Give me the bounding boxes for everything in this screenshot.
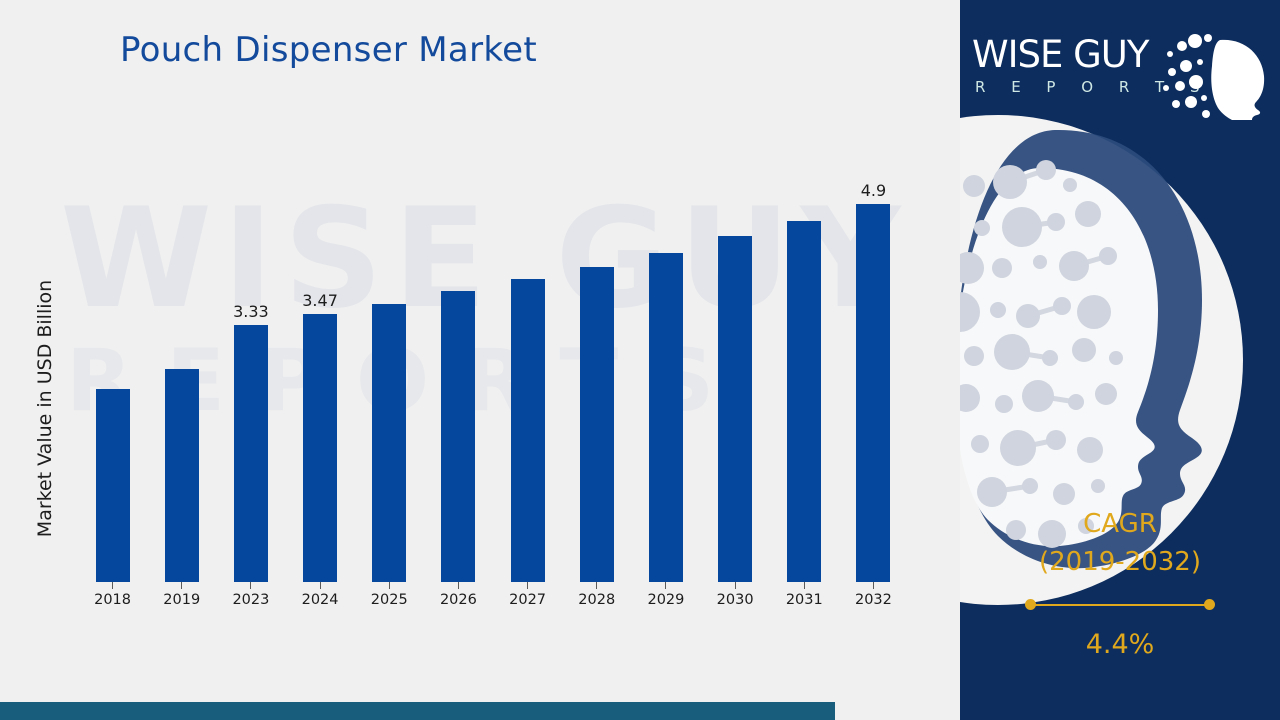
bottom-accent-bar <box>0 702 835 720</box>
x-axis-tick-slot <box>562 582 631 590</box>
x-axis-tick-slot <box>770 582 839 590</box>
x-axis-tick-slot <box>839 582 908 590</box>
x-axis-tick-slot <box>493 582 562 590</box>
x-axis-tick <box>112 582 114 589</box>
x-axis-tick <box>527 582 529 589</box>
x-axis-label: 2026 <box>439 592 477 608</box>
x-axis-label: 2031 <box>785 592 823 608</box>
bar[interactable] <box>787 220 822 582</box>
bar-slot <box>355 150 424 582</box>
bar[interactable] <box>164 369 199 582</box>
logo-head-icon <box>1163 34 1265 120</box>
x-axis-label: 2023 <box>232 592 270 608</box>
x-axis-label: 2024 <box>301 592 339 608</box>
bar[interactable] <box>856 204 891 582</box>
bar[interactable] <box>718 236 753 582</box>
x-axis-label: 2032 <box>854 592 892 608</box>
bar-value-label: 3.33 <box>233 302 269 322</box>
bar-slot: 3.47 <box>286 150 355 582</box>
bar[interactable] <box>510 278 545 582</box>
bar-slot <box>631 150 700 582</box>
bar[interactable] <box>233 325 268 582</box>
cagr-range: (2019-2032) <box>1038 547 1201 577</box>
bar-slot <box>424 150 493 582</box>
x-axis-ticks <box>78 582 908 590</box>
x-axis-labels: 2018 2019 2023 2024 2025 2026 2027 2028 2029 2030… <box>78 592 908 614</box>
x-axis-label: 2028 <box>578 592 616 608</box>
x-axis-tick <box>181 582 183 589</box>
x-axis-label: 2030 <box>716 592 754 608</box>
x-axis-tick-slot <box>286 582 355 590</box>
bar-series: 3.33 3.47 4.9 <box>78 150 908 582</box>
x-axis-tick-slot <box>701 582 770 590</box>
cagr-value: 4.4% <box>1085 629 1155 660</box>
cagr-divider <box>1025 599 1215 611</box>
chart-title: Pouch Dispenser Market <box>120 30 537 70</box>
x-axis-tick-slot <box>631 582 700 590</box>
cagr-divider-dot-right <box>1204 599 1215 610</box>
brand-logo-text: WISE GUY R E P O R T S <box>972 33 1210 98</box>
plot-area: 3.33 3.47 4.9 <box>78 150 908 582</box>
x-axis-tick <box>665 582 667 589</box>
bar[interactable] <box>303 314 338 582</box>
bar[interactable] <box>579 266 614 582</box>
cagr-divider-line <box>1030 604 1210 606</box>
bar-slot <box>78 150 147 582</box>
x-axis-label: 2019 <box>163 592 201 608</box>
chart-panel: WISE GUY REPORTS Pouch Dispenser Market … <box>0 30 908 720</box>
bar[interactable] <box>95 389 130 582</box>
x-axis-tick <box>803 582 805 589</box>
side-panel: WISE GUY R E P O R T S <box>960 0 1280 720</box>
x-axis-tick <box>319 582 321 589</box>
x-axis-tick-slot <box>147 582 216 590</box>
x-axis-tick-slot <box>355 582 424 590</box>
bar-slot: 3.33 <box>216 150 285 582</box>
x-axis-tick <box>250 582 252 589</box>
cagr-block: CAGR (2019-2032) 4.4% <box>960 505 1280 665</box>
bar-slot: 4.9 <box>839 150 908 582</box>
bar-slot <box>770 150 839 582</box>
x-axis-tick-slot <box>424 582 493 590</box>
x-axis-label: 2029 <box>647 592 685 608</box>
x-axis-tick <box>872 582 874 589</box>
x-axis-label: 2018 <box>94 592 131 608</box>
x-axis-tick-slot <box>216 582 285 590</box>
x-axis-tick <box>388 582 390 589</box>
bar-value-label: 4.9 <box>860 181 887 200</box>
brand-logo-wiseguy: WISE GUY <box>972 33 1149 76</box>
bar-slot <box>701 150 770 582</box>
x-axis-tick <box>457 582 459 589</box>
x-axis-label: 2025 <box>370 592 408 608</box>
bar-slot <box>147 150 216 582</box>
bar-slot <box>562 150 631 582</box>
bar[interactable] <box>441 291 476 582</box>
cagr-title: CAGR <box>1083 509 1157 539</box>
brand-logo-reports: R E P O R T S <box>975 78 1210 96</box>
bar[interactable] <box>648 253 683 582</box>
bar[interactable] <box>372 303 407 582</box>
x-axis-tick <box>596 582 598 589</box>
x-axis-tick <box>734 582 736 589</box>
y-axis-title: Market Value in USD Billion <box>34 279 56 538</box>
bar-value-label: 3.47 <box>302 291 338 311</box>
bar-slot <box>493 150 562 582</box>
x-axis-tick-slot <box>78 582 147 590</box>
x-axis-label: 2027 <box>509 592 547 608</box>
brand-logo: WISE GUY R E P O R T S <box>968 32 1272 124</box>
